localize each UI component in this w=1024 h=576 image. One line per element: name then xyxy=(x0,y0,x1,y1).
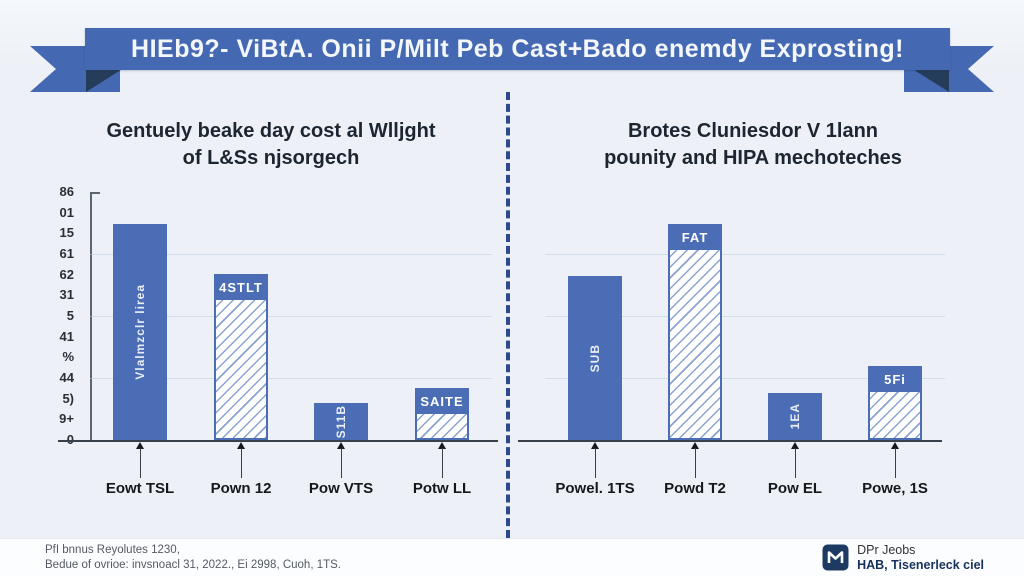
bar-value-label: 1EA xyxy=(788,403,802,430)
x-axis-label: Pown 12 xyxy=(210,480,272,497)
y-tick-label: 5 xyxy=(66,308,74,323)
bar-potw-ll: SAITE xyxy=(415,388,469,440)
brand-block: DPr Jeobs HAB, Tisenerleck ciel xyxy=(822,543,984,573)
bar-value-label: 4STLT xyxy=(214,274,268,300)
chart-left: Gentuely beake day cost al Wlljght of L&… xyxy=(40,102,502,538)
bar-value-label: SUB xyxy=(588,343,602,373)
tick-arrow-icon xyxy=(133,442,147,478)
y-tick-label: 01 xyxy=(59,205,74,220)
tick-arrow-icon xyxy=(334,442,348,478)
gridline xyxy=(545,378,945,379)
gridline xyxy=(545,316,945,317)
y-tick-label: 41 xyxy=(59,329,74,344)
x-axis-line xyxy=(58,440,498,442)
gridline xyxy=(90,316,492,317)
banner-ribbon: HIEb9?- ViBtA. Onii P/Milt Peb Cast+Bado… xyxy=(85,28,950,70)
tick-arrow-icon xyxy=(888,442,902,478)
y-axis-line xyxy=(90,192,100,442)
x-axis-label: Powe, 1S xyxy=(862,480,928,497)
chart-right-title: Brotes Cluniesdor V 1lann pounity and HI… xyxy=(518,118,988,172)
x-axis-label: Pow EL xyxy=(767,480,823,497)
x-axis-label: Eowt TSL xyxy=(105,480,175,497)
ribbon-fold-left xyxy=(86,68,124,92)
brand-logo-icon xyxy=(822,544,849,571)
chart-left-title-line1: Gentuely beake day cost al Wlljght xyxy=(106,120,436,142)
y-tick-label: 5) xyxy=(62,391,74,406)
brand-text: DPr Jeobs HAB, Tisenerleck ciel xyxy=(857,543,984,573)
tick-arrow-icon xyxy=(234,442,248,478)
y-tick-label: 9+ xyxy=(59,411,74,426)
ribbon-fold-right xyxy=(911,68,949,92)
plot-area-left: Vlalmzclr lirea Eowt TSL 4STLT Pown 12 S11B P… xyxy=(90,192,492,497)
y-tick-label: % xyxy=(62,349,74,364)
divider-dashed-line xyxy=(506,92,510,538)
bar-pow-el: 1EA xyxy=(768,393,822,440)
bar-pow-vts: S11B xyxy=(314,403,368,440)
bar-pown-12: 4STLT xyxy=(214,274,268,440)
tick-arrow-icon xyxy=(435,442,449,478)
bar-value-label: S11B xyxy=(334,404,348,439)
x-axis-label: Potw LL xyxy=(412,480,472,497)
gridline xyxy=(90,378,492,379)
footer-note-line2: Bedue of ovrioe: invsnoacl 31, 2022., Ei… xyxy=(45,558,341,571)
x-axis-label: Powel. 1TS xyxy=(555,480,635,497)
y-tick-label: 15 xyxy=(59,225,74,240)
y-tick-label: 0 xyxy=(67,432,74,447)
y-tick-label: 44 xyxy=(59,370,74,385)
brand-line1: DPr Jeobs xyxy=(857,542,916,557)
x-axis-label: Pow VTS xyxy=(308,480,374,497)
footer-note-line1: PfI bnnus Reyolutes 1230, xyxy=(45,543,180,556)
plot-area-right: SUB Powel. 1TS FAT Powd T2 1EA Pow EL 5Fi Powe,… xyxy=(545,192,945,497)
chart-right: Brotes Cluniesdor V 1lann pounity and HI… xyxy=(518,102,988,538)
bar-value-label: 5Fi xyxy=(868,366,922,392)
bar-powd-t2: FAT xyxy=(668,224,722,440)
tick-arrow-icon xyxy=(788,442,802,478)
bar-value-label: Vlalmzclr lirea xyxy=(133,284,147,380)
gridline xyxy=(545,254,945,255)
gridline xyxy=(90,254,492,255)
chart-left-title: Gentuely beake day cost al Wlljght of L&… xyxy=(40,118,502,172)
bar-eowt-tsl: Vlalmzclr lirea xyxy=(113,224,167,440)
y-tick-label: 31 xyxy=(59,287,74,302)
tick-arrow-icon xyxy=(588,442,602,478)
banner-title: HIEb9?- ViBtA. Onii P/Milt Peb Cast+Bado… xyxy=(131,34,904,63)
footer: PfI bnnus Reyolutes 1230, Bedue of ovrio… xyxy=(0,538,1024,576)
y-tick-label: 62 xyxy=(59,267,74,282)
brand-line2: HAB, Tisenerleck ciel xyxy=(857,557,984,572)
x-axis-line xyxy=(518,440,942,442)
y-axis-labels: 86 01 15 61 62 31 5 41% 44 5) 9+ 0 xyxy=(40,184,82,447)
bar-value-label: SAITE xyxy=(415,388,469,414)
chart-right-title-line1: Brotes Cluniesdor V 1lann xyxy=(627,120,879,142)
bar-powe-1s: 5Fi xyxy=(868,366,922,440)
y-tick-label: 86 xyxy=(59,184,74,199)
footer-note: PfI bnnus Reyolutes 1230, Bedue of ovrio… xyxy=(45,543,341,573)
tick-arrow-icon xyxy=(688,442,702,478)
bar-powel-1ts: SUB xyxy=(568,276,622,440)
bar-value-label: FAT xyxy=(668,224,722,250)
chart-left-title-line2: of L&Ss njsorgech xyxy=(182,147,360,169)
chart-right-title-line2: pounity and HIPA mechoteches xyxy=(604,147,902,169)
y-tick-label: 61 xyxy=(59,246,74,261)
x-axis-label: Powd T2 xyxy=(664,480,726,497)
